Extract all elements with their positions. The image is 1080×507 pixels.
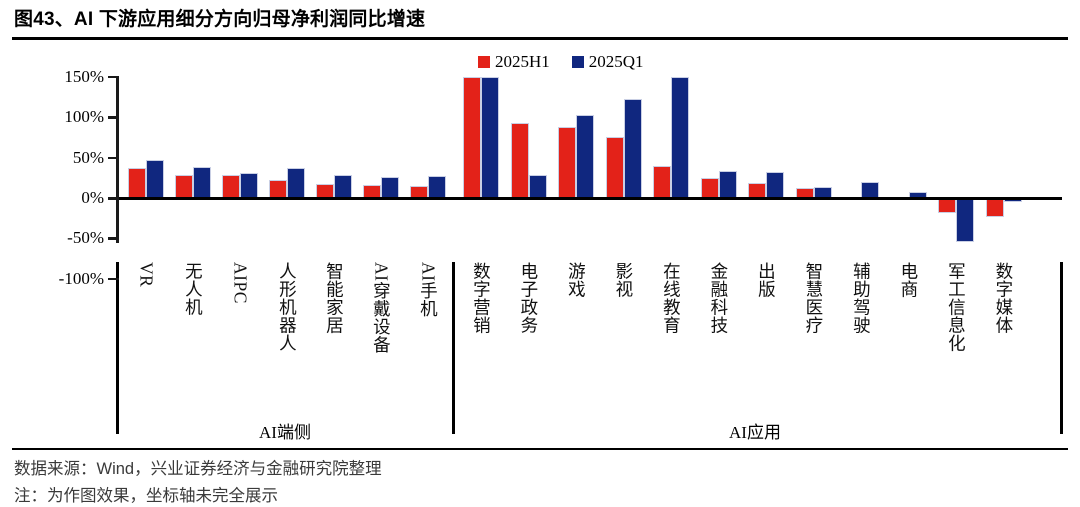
bar-2025h1-10 [605, 136, 624, 198]
bar-2025q1-0 [146, 160, 164, 198]
figure-title: 图43、AI 下游应用细分方向归母净利润同比增速 [14, 9, 426, 30]
y-tick-label: 50% [72, 147, 104, 167]
category-label: 数字营销 [471, 262, 492, 334]
y-tick-mark [108, 116, 119, 119]
y-tick-mark [108, 197, 119, 200]
legend-swatch-2025q1 [571, 55, 584, 68]
y-tick-mark [108, 75, 119, 79]
bar-2025q1-6 [428, 176, 446, 198]
bar-2025q1-10 [623, 98, 642, 198]
bar-2025h1-9 [558, 126, 576, 198]
y-tick-mark [108, 156, 119, 160]
bar-2025h1-2 [222, 175, 240, 198]
category-label: 影视 [613, 262, 634, 298]
group-separator-right [1060, 262, 1063, 434]
category-label: VR [136, 262, 157, 288]
group-separator-left [116, 262, 119, 434]
bar-2025q1-9 [576, 114, 594, 198]
bar-2025h1-8 [510, 122, 529, 198]
y-tick-mark [108, 237, 119, 240]
group-separator-middle [452, 262, 455, 434]
chart-legend: 2025H1 2025Q1 [478, 53, 644, 70]
chart-note: 注：为作图效果，坐标轴未完全展示 [14, 487, 278, 505]
group-label-ai-application: AI应用 [729, 423, 781, 442]
category-label: 无人机 [183, 262, 204, 316]
bar-2025q1-12 [718, 170, 737, 198]
category-label: 数字媒体 [993, 262, 1014, 334]
category-label: 人形机器人 [277, 262, 298, 352]
bar-2025q1-3 [287, 168, 305, 198]
bar-2025q1-5 [381, 176, 399, 198]
legend-item-2025q1: 2025Q1 [571, 52, 644, 71]
legend-swatch-2025h1 [478, 55, 490, 68]
y-tick-label: -50% [67, 228, 104, 248]
bar-2025q1-18 [1003, 198, 1022, 203]
bar-2025h1-11 [653, 165, 671, 198]
y-tick-mark [108, 277, 119, 281]
bar-2025h1-3 [269, 180, 287, 198]
x-axis-zero-line [118, 197, 1062, 200]
bar-2025h1-17 [938, 198, 956, 214]
category-label: AI手机 [418, 262, 439, 318]
bar-2025q1-4 [334, 174, 352, 198]
category-label: 电商 [898, 262, 919, 298]
bar-2025q1-11 [671, 76, 689, 198]
bar-2025q1-17 [956, 198, 974, 242]
category-label: AI穿戴设备 [371, 262, 392, 354]
category-label: 游戏 [566, 262, 587, 298]
bar-2025h1-13 [748, 182, 766, 198]
legend-item-2025h1: 2025H1 [478, 53, 550, 70]
legend-label-2025h1: 2025H1 [495, 52, 550, 71]
bar-2025q1-1 [193, 167, 211, 198]
footer-divider [12, 448, 1068, 450]
y-tick-label: -100% [58, 268, 104, 288]
bar-2025h1-4 [316, 184, 334, 198]
category-label: 在线教育 [661, 262, 682, 334]
bar-2025q1-2 [240, 172, 258, 198]
category-label: 智慧医疗 [803, 262, 824, 334]
bar-2025q1-15 [861, 181, 879, 198]
bar-2025h1-0 [128, 168, 146, 198]
y-tick-label: 150% [64, 66, 104, 86]
category-label: AIPC [230, 262, 251, 304]
y-axis-tick-labels: 150% 100% 50% 0% -50% -100% [0, 0, 104, 507]
y-axis-line [116, 76, 119, 243]
bar-2025h1-18 [985, 198, 1004, 218]
category-label: 电子政务 [518, 262, 539, 334]
bar-2025q1-13 [766, 172, 784, 198]
bar-2025q1-7 [481, 76, 499, 198]
legend-label-2025q1: 2025Q1 [588, 52, 644, 71]
bar-2025h1-1 [175, 174, 193, 198]
source-note: 数据来源：Wind，兴业证券经济与金融研究院整理 [14, 460, 382, 478]
title-divider-top [12, 37, 1068, 40]
category-label: 出版 [756, 262, 777, 298]
category-label: 军工信息化 [946, 262, 967, 352]
group-label-ai-device: AI端侧 [259, 423, 311, 442]
bar-series-container [118, 70, 1062, 245]
bar-2025h1-12 [700, 177, 719, 198]
category-label: 智能家居 [324, 262, 345, 334]
category-label: 辅助驾驶 [851, 262, 872, 334]
bar-2025h1-7 [463, 76, 481, 198]
y-tick-label: 0% [81, 188, 104, 207]
category-label: 金融科技 [708, 262, 729, 334]
bar-2025q1-8 [528, 175, 547, 198]
y-tick-label: 100% [64, 107, 104, 127]
